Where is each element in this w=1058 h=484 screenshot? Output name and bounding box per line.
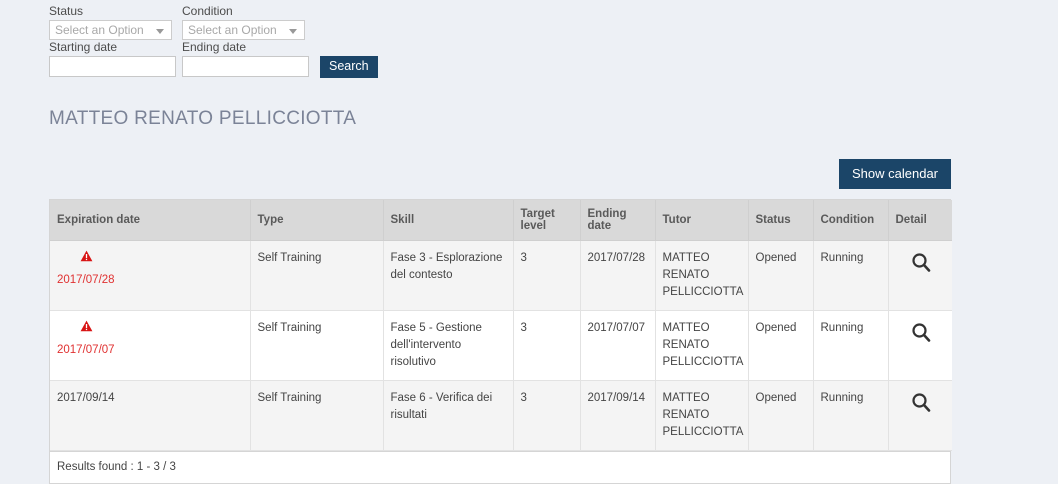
cell-status: Opened [748, 240, 814, 311]
column-header-tutor[interactable]: Tutor [655, 200, 749, 241]
cell-expiration-date: 2017/07/28 [50, 240, 251, 311]
column-header-ending-date[interactable]: Ending date [580, 200, 656, 241]
page-title: MATTEO RENATO PELLICCIOTTA [49, 108, 357, 129]
expiration-date-value: 2017/07/07 [57, 344, 115, 356]
cell-skill: Fase 6 - Verifica dei risultati [383, 380, 514, 451]
table-row: 2017/07/07 Self Training Fase 5 - Gestio… [50, 310, 952, 381]
search-button[interactable]: Search [320, 56, 378, 78]
column-header-expiration-date[interactable]: Expiration date [50, 200, 251, 241]
status-select-value: Select an Option [55, 23, 144, 37]
cell-tutor: MATTEO RENATO PELLICCIOTTA [655, 240, 749, 311]
page-root: Status Select an Option Condition Select… [49, 4, 969, 484]
column-header-skill[interactable]: Skill [383, 200, 514, 241]
cell-detail [888, 310, 952, 381]
condition-label: Condition [182, 4, 233, 18]
table-row: 2017/09/14 Self Training Fase 6 - Verifi… [50, 380, 952, 451]
table-head: Expiration date Type Skill Target level … [50, 200, 952, 241]
cell-status: Opened [748, 310, 814, 381]
chevron-down-icon [289, 29, 297, 34]
cell-target-level: 3 [513, 310, 581, 381]
magnifier-icon[interactable] [911, 392, 931, 418]
cell-condition: Running [813, 310, 889, 381]
chevron-down-icon [156, 29, 164, 34]
cell-condition: Running [813, 240, 889, 311]
warning-triangle-icon [80, 250, 244, 268]
cell-type: Self Training [250, 380, 384, 451]
search-filter-form: Status Select an Option Condition Select… [49, 4, 969, 78]
column-header-target-level[interactable]: Target level [513, 200, 581, 241]
table-body: 2017/07/28 Self Training Fase 3 - Esplor… [50, 240, 952, 451]
cell-status: Opened [748, 380, 814, 451]
magnifier-icon[interactable] [911, 322, 931, 348]
results-count-footer: Results found : 1 - 3 / 3 [50, 451, 950, 483]
ending-date-block: Ending date [182, 40, 313, 77]
starting-date-block: Starting date [49, 40, 180, 77]
cell-type: Self Training [250, 310, 384, 381]
results-table-container: Expiration date Type Skill Target level … [49, 199, 952, 484]
cell-tutor: MATTEO RENATO PELLICCIOTTA [655, 310, 749, 381]
condition-select-value: Select an Option [188, 23, 277, 37]
column-header-condition[interactable]: Condition [813, 200, 889, 241]
column-header-type[interactable]: Type [250, 200, 384, 241]
show-calendar-button[interactable]: Show calendar [839, 159, 951, 189]
cell-tutor: MATTEO RENATO PELLICCIOTTA [655, 380, 749, 451]
table-header-row: Expiration date Type Skill Target level … [50, 200, 952, 241]
condition-select[interactable]: Select an Option [182, 20, 305, 40]
status-filter-block: Status Select an Option [49, 4, 180, 40]
table-row: 2017/07/28 Self Training Fase 3 - Esplor… [50, 240, 952, 311]
ending-date-label: Ending date [182, 40, 247, 54]
cell-expiration-date: 2017/07/07 [50, 310, 251, 381]
cell-detail [888, 240, 952, 311]
starting-date-label: Starting date [49, 40, 118, 54]
column-header-status[interactable]: Status [748, 200, 814, 241]
status-label: Status [49, 4, 84, 18]
cell-condition: Running [813, 380, 889, 451]
warning-triangle-icon [80, 320, 244, 338]
ending-date-input[interactable] [182, 56, 309, 77]
cell-ending-date: 2017/07/28 [580, 240, 656, 311]
filter-row-dates: Starting date Ending date Search [49, 40, 969, 78]
expiration-date-value: 2017/07/28 [57, 274, 115, 286]
cell-type: Self Training [250, 240, 384, 311]
cell-expiration-date: 2017/09/14 [50, 380, 251, 451]
filter-row-selects: Status Select an Option Condition Select… [49, 4, 969, 40]
results-table: Expiration date Type Skill Target level … [50, 200, 952, 451]
cell-target-level: 3 [513, 380, 581, 451]
cell-detail [888, 380, 952, 451]
cell-ending-date: 2017/09/14 [580, 380, 656, 451]
condition-filter-block: Condition Select an Option [182, 4, 313, 40]
cell-skill: Fase 3 - Esplorazione del contesto [383, 240, 514, 311]
cell-target-level: 3 [513, 240, 581, 311]
cell-skill: Fase 5 - Gestione dell'intervento risolu… [383, 310, 514, 381]
column-header-detail[interactable]: Detail [888, 200, 952, 241]
status-select[interactable]: Select an Option [49, 20, 172, 40]
starting-date-input[interactable] [49, 56, 176, 77]
magnifier-icon[interactable] [911, 252, 931, 278]
cell-ending-date: 2017/07/07 [580, 310, 656, 381]
